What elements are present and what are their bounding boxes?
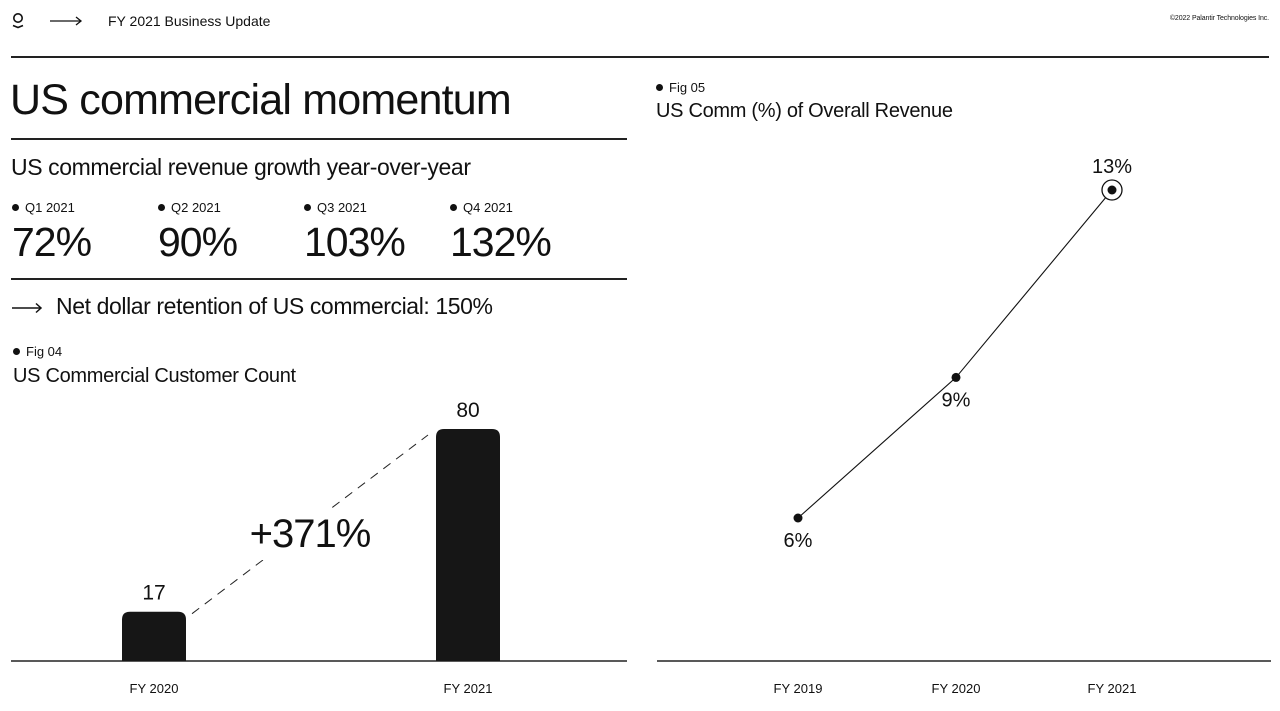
bar-data-label: 17 [142,582,165,605]
header-title: FY 2021 Business Update [108,13,271,29]
bar-data-label: 80 [456,399,479,422]
point-data-label: 9% [942,389,971,411]
bar [122,611,186,661]
arrow-right-icon [12,302,43,314]
bullet-dot-icon [158,204,165,211]
quarter-value: 90% [158,219,238,265]
x-tick-label: FY 2020 [932,681,981,696]
bullet-dot-icon [656,84,663,91]
series-line [797,189,1113,519]
page-title: US commercial momentum [10,76,512,124]
arrow-right-icon [50,16,83,26]
quarter-stat: Q2 2021 90% [158,200,298,266]
quarter-stat: Q1 2021 72% [12,200,152,266]
fig05-label-text: Fig 05 [669,80,706,95]
quarter-value: 72% [12,219,92,265]
bullet-dot-icon [304,204,311,211]
growth-annotation: +371% [250,512,371,556]
bullet-dot-icon [13,348,20,355]
x-tick-label: FY 2021 [444,681,493,696]
quarter-stat: Q3 2021 103% [304,200,444,266]
fig04-label: Fig 04 [13,344,62,359]
fig05-title: US Comm (%) of Overall Revenue [656,100,953,122]
net-dollar-retention: Net dollar retention of US commercial: 1… [56,293,493,319]
quarter-label: Q1 2021 [25,200,75,215]
customer-count-bar-chart: 17 FY 2020 80 FY 2021 +371% [11,399,627,696]
quarter-label: Q2 2021 [171,200,221,215]
data-point [951,372,961,382]
revenue-share-line-chart: 6% FY 2019 9% FY 2020 13% FY 2021 [657,156,1271,696]
annotation-mask [246,510,374,560]
fig04-label-text: Fig 04 [26,344,63,359]
x-tick-label: FY 2019 [774,681,823,696]
bar [436,429,500,661]
quarter-value: 132% [450,219,552,265]
x-tick-label: FY 2020 [130,681,179,696]
data-point [1107,185,1117,195]
point-data-label: 13% [1092,156,1132,178]
quarter-label: Q4 2021 [463,200,513,215]
growth-divider [11,278,627,280]
point-data-label: 6% [784,530,813,552]
quarter-stat: Q4 2021 132% [450,200,590,266]
palantir-logo-icon [12,13,24,29]
data-point [793,513,803,523]
copyright-text: ©2022 Palantir Technologies Inc. [1169,15,1269,22]
title-divider [11,138,627,140]
quarter-value: 103% [304,219,406,265]
x-tick-label: FY 2021 [1088,681,1137,696]
header-divider [11,56,1269,58]
bullet-dot-icon [450,204,457,211]
fig05-label: Fig 05 [656,80,705,95]
growth-subtitle: US commercial revenue growth year-over-y… [11,154,471,180]
fig04-title: US Commercial Customer Count [13,365,296,387]
quarter-label: Q3 2021 [317,200,367,215]
bullet-dot-icon [12,204,19,211]
